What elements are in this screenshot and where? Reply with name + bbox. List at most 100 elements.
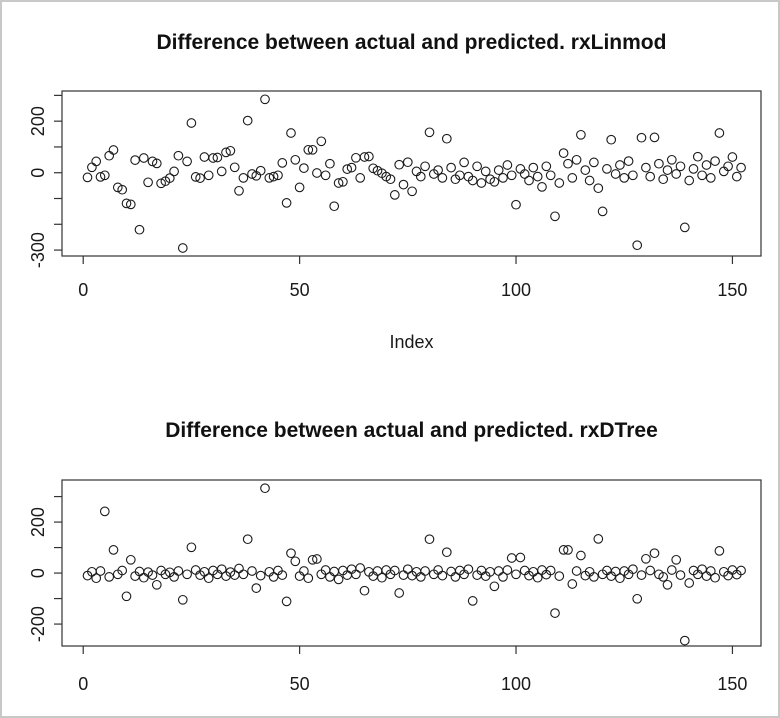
data-point [424, 127, 435, 138]
data-point [299, 163, 309, 173]
data-point [333, 574, 344, 585]
data-point [489, 176, 500, 187]
data-point [692, 151, 703, 162]
data-point [247, 169, 257, 179]
data-point [351, 152, 361, 163]
data-point [736, 162, 746, 173]
data-point [99, 506, 110, 517]
data-point [679, 635, 690, 646]
data-point [446, 162, 456, 173]
data-point [710, 572, 720, 583]
data-point [628, 170, 638, 181]
data-point [87, 162, 97, 173]
y-axis-tick-label: 0 [28, 568, 48, 578]
plot-box-rxdtree [61, 479, 762, 647]
data-point [325, 158, 335, 169]
data-point [710, 156, 720, 166]
data-point [225, 145, 236, 156]
data-point [467, 175, 478, 186]
data-point [459, 157, 469, 168]
data-point [394, 159, 405, 170]
data-point [658, 572, 669, 582]
y-axis-tick-label: -300 [28, 232, 48, 268]
data-point [472, 161, 482, 172]
data-point [277, 570, 288, 580]
data-point [104, 572, 115, 582]
data-point [389, 565, 400, 576]
data-point [359, 152, 370, 162]
data-point [377, 572, 387, 583]
data-point [108, 545, 119, 555]
y-axis-tick-label: 200 [28, 507, 48, 537]
data-point [346, 162, 357, 173]
data-point [138, 572, 149, 583]
data-point [511, 199, 521, 210]
data-point [658, 174, 669, 185]
data-point [441, 547, 452, 558]
data-point [593, 183, 604, 194]
data-point [563, 158, 573, 169]
data-point [260, 94, 270, 105]
data-point [641, 162, 651, 173]
x-axis-tick-label: 0 [78, 280, 88, 300]
data-point [679, 222, 690, 233]
data-point [515, 552, 526, 563]
data-point [420, 161, 430, 172]
data-point [697, 170, 707, 181]
data-point [480, 166, 491, 177]
data-point [666, 154, 677, 165]
data-point [121, 198, 132, 209]
data-point [606, 134, 617, 145]
data-point [498, 173, 508, 183]
data-point [675, 570, 686, 580]
data-point [221, 147, 231, 158]
data-point [489, 581, 500, 592]
data-point [182, 156, 192, 167]
data-point [117, 565, 128, 576]
data-point [407, 186, 417, 197]
data-point [273, 170, 283, 181]
data-point [463, 564, 474, 575]
data-point [593, 534, 604, 544]
data-point [398, 179, 409, 190]
data-point [567, 579, 578, 589]
data-point [502, 565, 513, 575]
data-point [446, 566, 456, 577]
data-point [320, 170, 331, 181]
chart-title-rxdtree: Difference between actual and predicted.… [165, 419, 658, 442]
data-point [571, 154, 582, 165]
data-point [104, 150, 115, 161]
data-point [290, 556, 301, 567]
data-point [550, 211, 560, 222]
data-point [554, 571, 565, 581]
data-point [251, 583, 262, 593]
data-point [260, 483, 270, 494]
data-point [584, 175, 595, 186]
data-point [255, 165, 266, 176]
data-point [169, 166, 179, 177]
data-point [342, 164, 353, 174]
data-point [190, 565, 201, 575]
data-point [312, 554, 322, 564]
data-point [307, 144, 318, 155]
data-point [545, 565, 556, 576]
x-axis-tick-label: 100 [501, 674, 531, 694]
data-point [234, 563, 244, 574]
y-axis-tick-label: 0 [28, 168, 48, 178]
data-point [506, 553, 517, 563]
data-point [524, 175, 534, 186]
data-point [290, 154, 301, 165]
data-point [173, 150, 184, 161]
data-point [359, 585, 370, 596]
data-point [628, 564, 638, 575]
data-point [247, 566, 257, 576]
data-point [567, 173, 578, 183]
data-point [177, 594, 188, 605]
data-point [632, 593, 643, 604]
data-point [312, 168, 322, 178]
x-axis-label-index: Index [389, 332, 434, 352]
data-point [95, 566, 106, 576]
data-point [281, 198, 292, 208]
data-point [415, 171, 426, 182]
